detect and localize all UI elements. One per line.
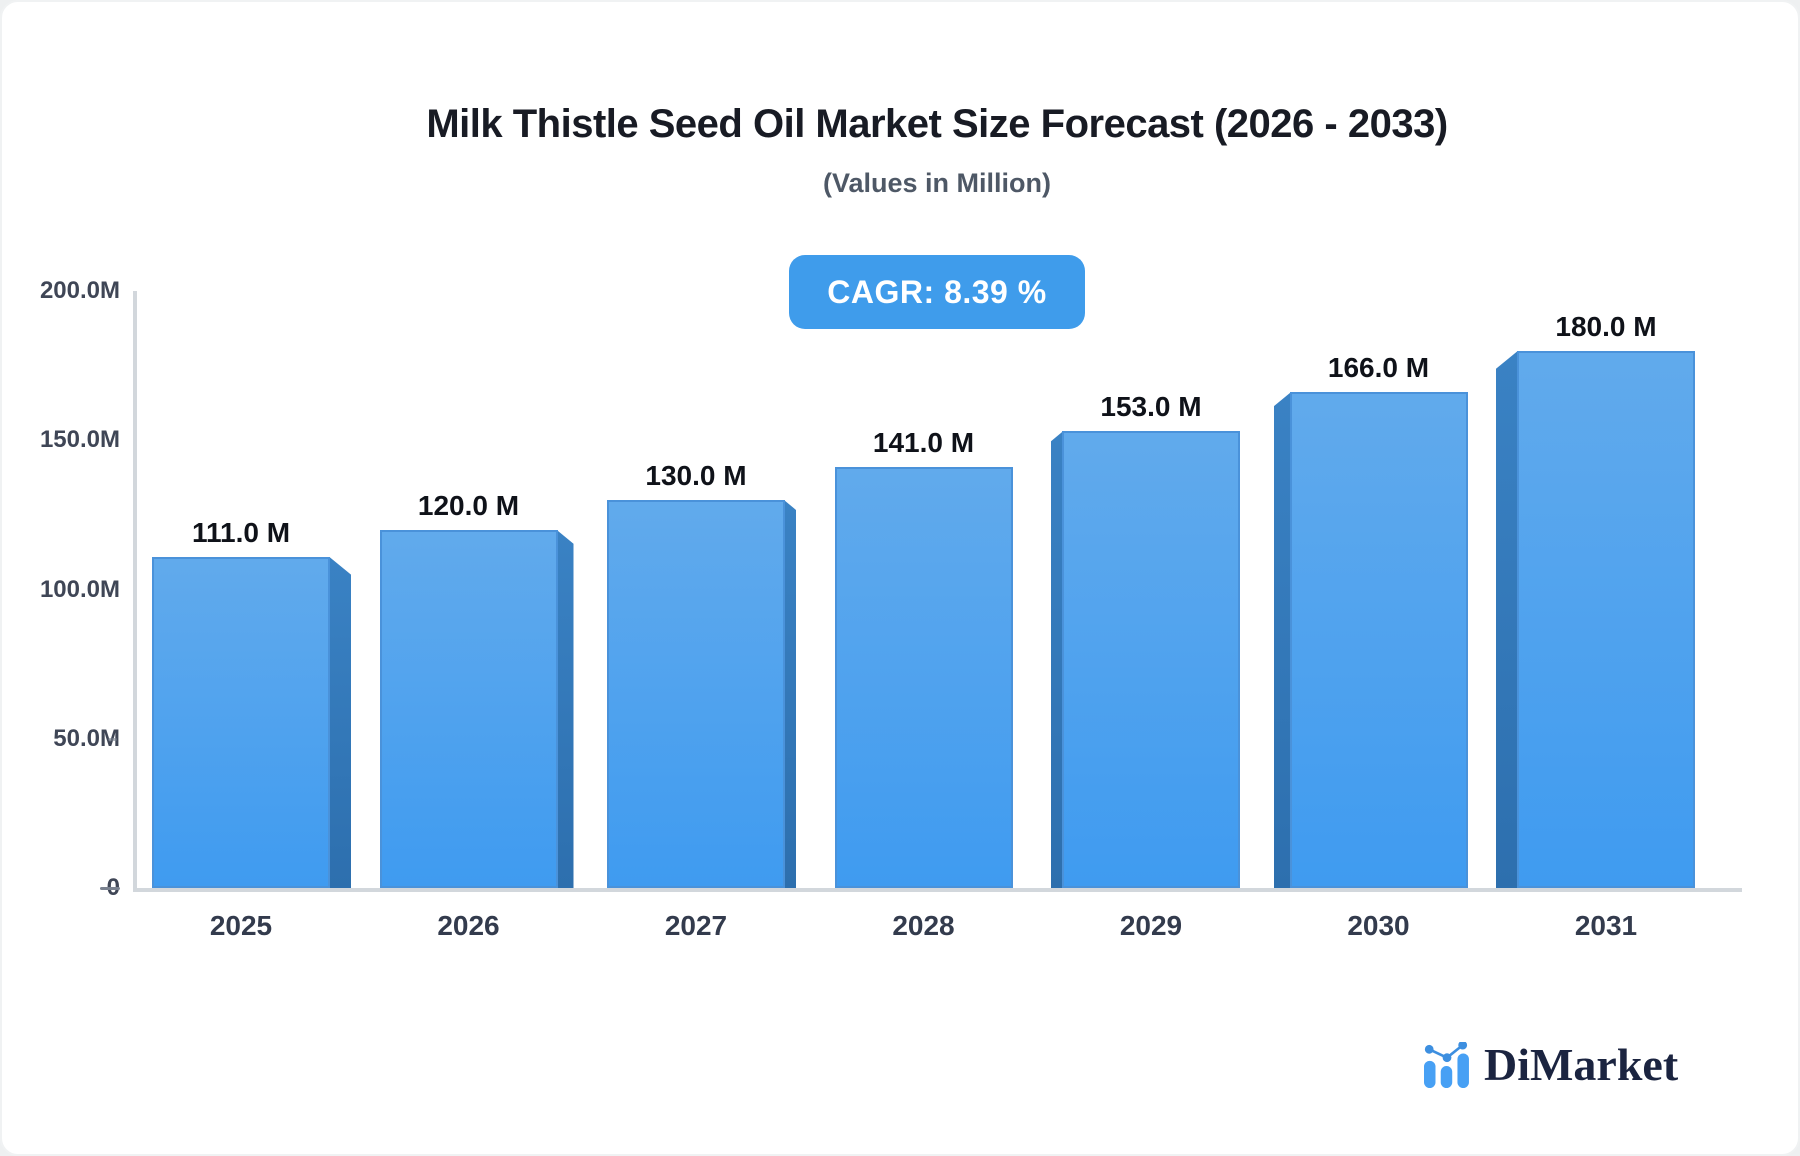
bar-2030[interactable] — [1289, 392, 1468, 888]
chart-subtitle: (Values in Million) — [822, 168, 1052, 198]
bar-value-label: 111.0 M — [191, 516, 291, 548]
bar-3d-side — [329, 556, 351, 888]
x-axis-label: 2025 — [209, 910, 273, 941]
bar-value-label: 141.0 M — [872, 427, 975, 459]
title-row: Milk Thistle Seed Oil Market Size Foreca… — [72, 102, 1798, 147]
y-axis-tick-mark — [108, 737, 117, 741]
bar-3d-side — [556, 529, 574, 888]
x-axis-label: 2030 — [1347, 910, 1410, 941]
y-axis-tick-label: 150.0M — [39, 426, 120, 454]
y-axis-tick-label: 200.0M — [39, 277, 120, 304]
y-axis-tick-label: 100.0M — [39, 575, 120, 603]
x-axis-label: 2028 — [892, 910, 955, 941]
x-axis-label: 2031 — [1574, 910, 1638, 941]
bar-3d-side — [784, 499, 796, 888]
x-axis-label: 2027 — [664, 910, 728, 941]
subtitle-row: (Values in Million) — [72, 168, 1798, 199]
bar-2026[interactable] — [379, 529, 558, 888]
bar-value-label: 120.0 M — [417, 489, 520, 521]
x-axis-line — [133, 888, 1742, 892]
y-axis-line — [133, 291, 137, 892]
bar-2031[interactable] — [1517, 350, 1695, 888]
bar-value-label: 166.0 M — [1327, 352, 1430, 384]
cagr-badge-label: CAGR: 8.39 % — [827, 273, 1047, 310]
bar-2028[interactable] — [834, 467, 1013, 888]
bar-value-label: 180.0 M — [1555, 310, 1657, 342]
bar-value-label: 130.0 M — [645, 459, 747, 491]
y-axis-tick-mark — [100, 887, 120, 890]
dimarket-logo-text: DiMarket — [1484, 1039, 1679, 1090]
x-axis-label: 2026 — [437, 910, 500, 941]
chart-title: Milk Thistle Seed Oil Market Size Foreca… — [426, 102, 1448, 146]
cagr-badge: CAGR: 8.39 % — [789, 255, 1085, 329]
dimarket-logo: DiMarket — [1424, 1042, 1678, 1088]
bar-3d-side — [1273, 392, 1291, 888]
bar-value-label: 153.0 M — [1100, 391, 1202, 423]
bar-2025[interactable] — [152, 556, 330, 888]
bar-2029[interactable] — [1062, 431, 1240, 888]
bar-2027[interactable] — [607, 499, 785, 888]
y-axis-tick-label: 50.0M — [53, 724, 120, 752]
badge-row: CAGR: 8.39 % — [72, 255, 1798, 329]
mini-bar-chart-icon — [1424, 1042, 1469, 1088]
x-axis-label: 2029 — [1119, 910, 1183, 941]
bar-3d-side — [1051, 431, 1063, 888]
bar-3d-side — [1496, 350, 1518, 888]
